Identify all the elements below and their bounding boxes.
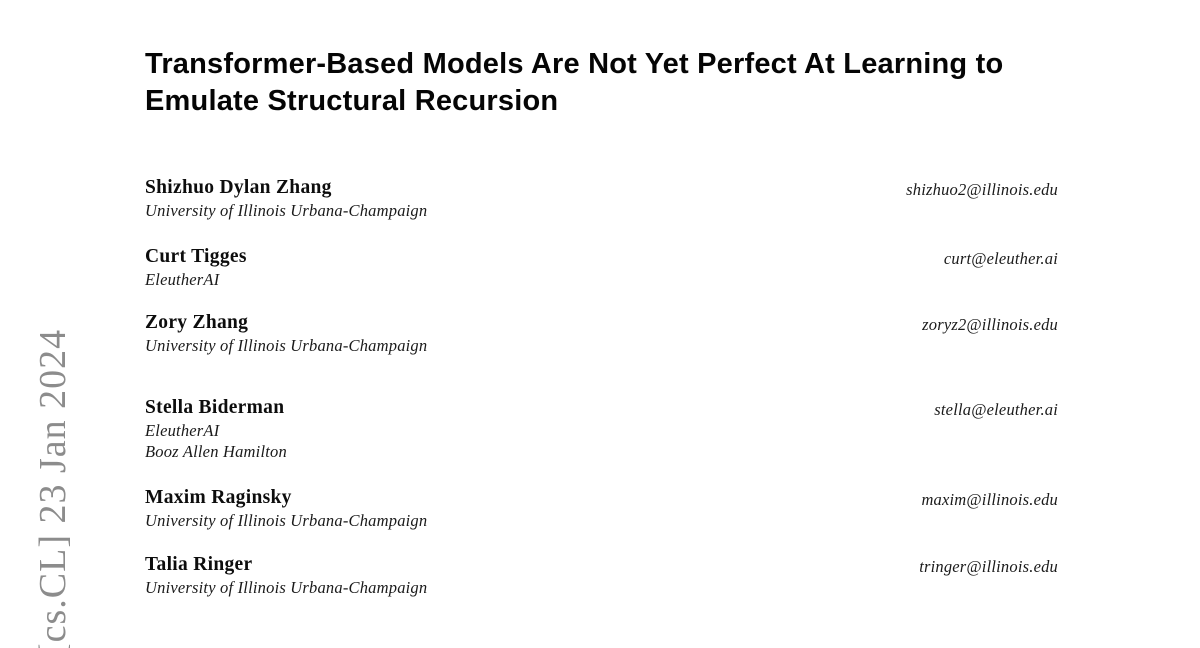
author-email: curt@eleuther.ai <box>943 249 1058 268</box>
author-affiliation: University of Illinois Urbana-Champaign <box>145 336 428 355</box>
paper-title: Transformer-Based Models Are Not Yet Per… <box>145 48 1004 117</box>
author-info: Maxim Raginsky University of Illinois Ur… <box>145 486 427 531</box>
author-affiliation: EleutherAI <box>145 270 220 289</box>
author-list: Shizhuo Dylan Zhang University of Illino… <box>145 176 1058 598</box>
author-row: Stella Biderman EleutherAI Booz Allen Ha… <box>145 396 1058 462</box>
author-email: shizhuo2@illinois.edu <box>906 180 1058 199</box>
author-row: Curt Tigges EleutherAI curt@eleuther.ai <box>145 245 1058 290</box>
author-affiliation: EleutherAI <box>145 421 220 440</box>
author-info: Stella Biderman EleutherAI Booz Allen Ha… <box>145 396 287 462</box>
author-info: Zory Zhang University of Illinois Urbana… <box>145 311 427 356</box>
author-info: Curt Tigges EleutherAI <box>145 245 247 290</box>
author-affiliation: Booz Allen Hamilton <box>145 442 287 461</box>
author-affiliation: University of Illinois Urbana-Champaign <box>145 578 428 597</box>
author-row: Zory Zhang University of Illinois Urbana… <box>145 311 1058 356</box>
author-affiliation: University of Illinois Urbana-Champaign <box>145 201 428 220</box>
author-email: stella@eleuther.ai <box>934 400 1058 419</box>
arxiv-sidebar-stamp: [cs.CL] 23 Jan 2024 <box>32 328 74 648</box>
author-name: Stella Biderman <box>145 397 285 418</box>
author-affiliation: University of Illinois Urbana-Champaign <box>145 511 428 530</box>
author-email: maxim@illinois.edu <box>921 490 1058 509</box>
author-row: Talia Ringer University of Illinois Urba… <box>145 553 1058 598</box>
author-name: Shizhuo Dylan Zhang <box>145 177 332 198</box>
author-name: Maxim Raginsky <box>145 487 292 508</box>
author-name: Zory Zhang <box>145 312 249 333</box>
main-content: Transformer-Based Models Are Not Yet Per… <box>145 0 1058 598</box>
author-info: Shizhuo Dylan Zhang University of Illino… <box>145 176 427 221</box>
author-row: Shizhuo Dylan Zhang University of Illino… <box>145 176 1058 221</box>
author-name: Talia Ringer <box>145 554 253 575</box>
author-name: Curt Tigges <box>145 246 247 267</box>
author-info: Talia Ringer University of Illinois Urba… <box>145 553 427 598</box>
author-email: tringer@illinois.edu <box>919 557 1058 576</box>
author-row: Maxim Raginsky University of Illinois Ur… <box>145 486 1058 531</box>
author-email: zoryz2@illinois.edu <box>922 315 1058 334</box>
